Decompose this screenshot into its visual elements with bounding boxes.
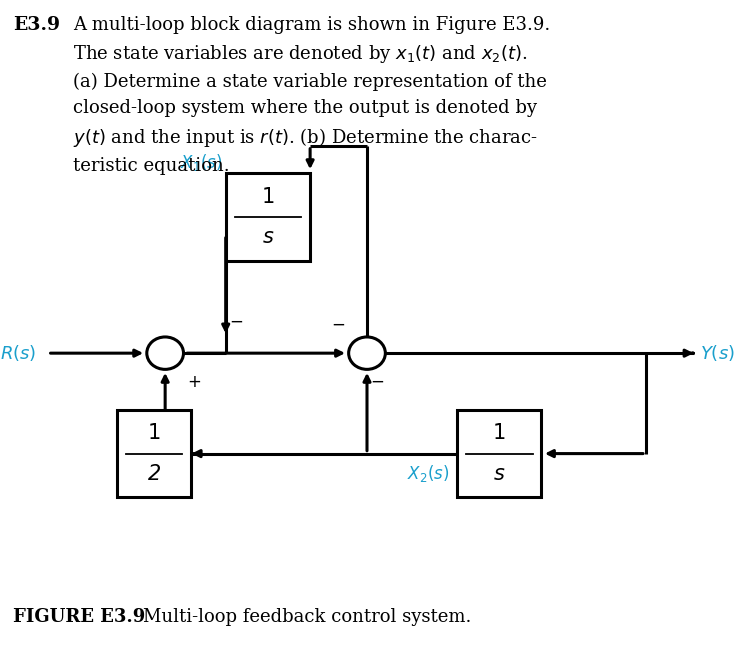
Text: Multi-loop feedback control system.: Multi-loop feedback control system. [143,608,471,626]
Text: $X_1(s)$: $X_1(s)$ [180,152,222,173]
Text: FIGURE E3.9: FIGURE E3.9 [13,608,145,626]
Text: 1: 1 [261,187,275,207]
Text: −: − [331,316,345,334]
Text: E3.9: E3.9 [13,16,60,34]
Text: A multi-loop block diagram is shown in Figure E3.9.
The state variables are deno: A multi-loop block diagram is shown in F… [73,16,550,175]
Text: +: + [187,373,201,391]
Text: $R(s)$: $R(s)$ [0,343,37,363]
Circle shape [147,337,184,369]
FancyBboxPatch shape [457,410,542,498]
Text: 1: 1 [148,424,161,443]
Text: 2: 2 [148,464,161,483]
Text: 1: 1 [493,424,506,443]
Text: $Y(s)$: $Y(s)$ [700,343,734,363]
Text: s: s [494,464,504,483]
Text: −: − [229,312,243,330]
Text: s: s [263,227,273,247]
FancyBboxPatch shape [117,410,191,498]
Text: −: − [371,373,385,391]
Circle shape [349,337,385,369]
Text: $X_2(s)$: $X_2(s)$ [407,463,449,483]
FancyBboxPatch shape [225,173,310,260]
